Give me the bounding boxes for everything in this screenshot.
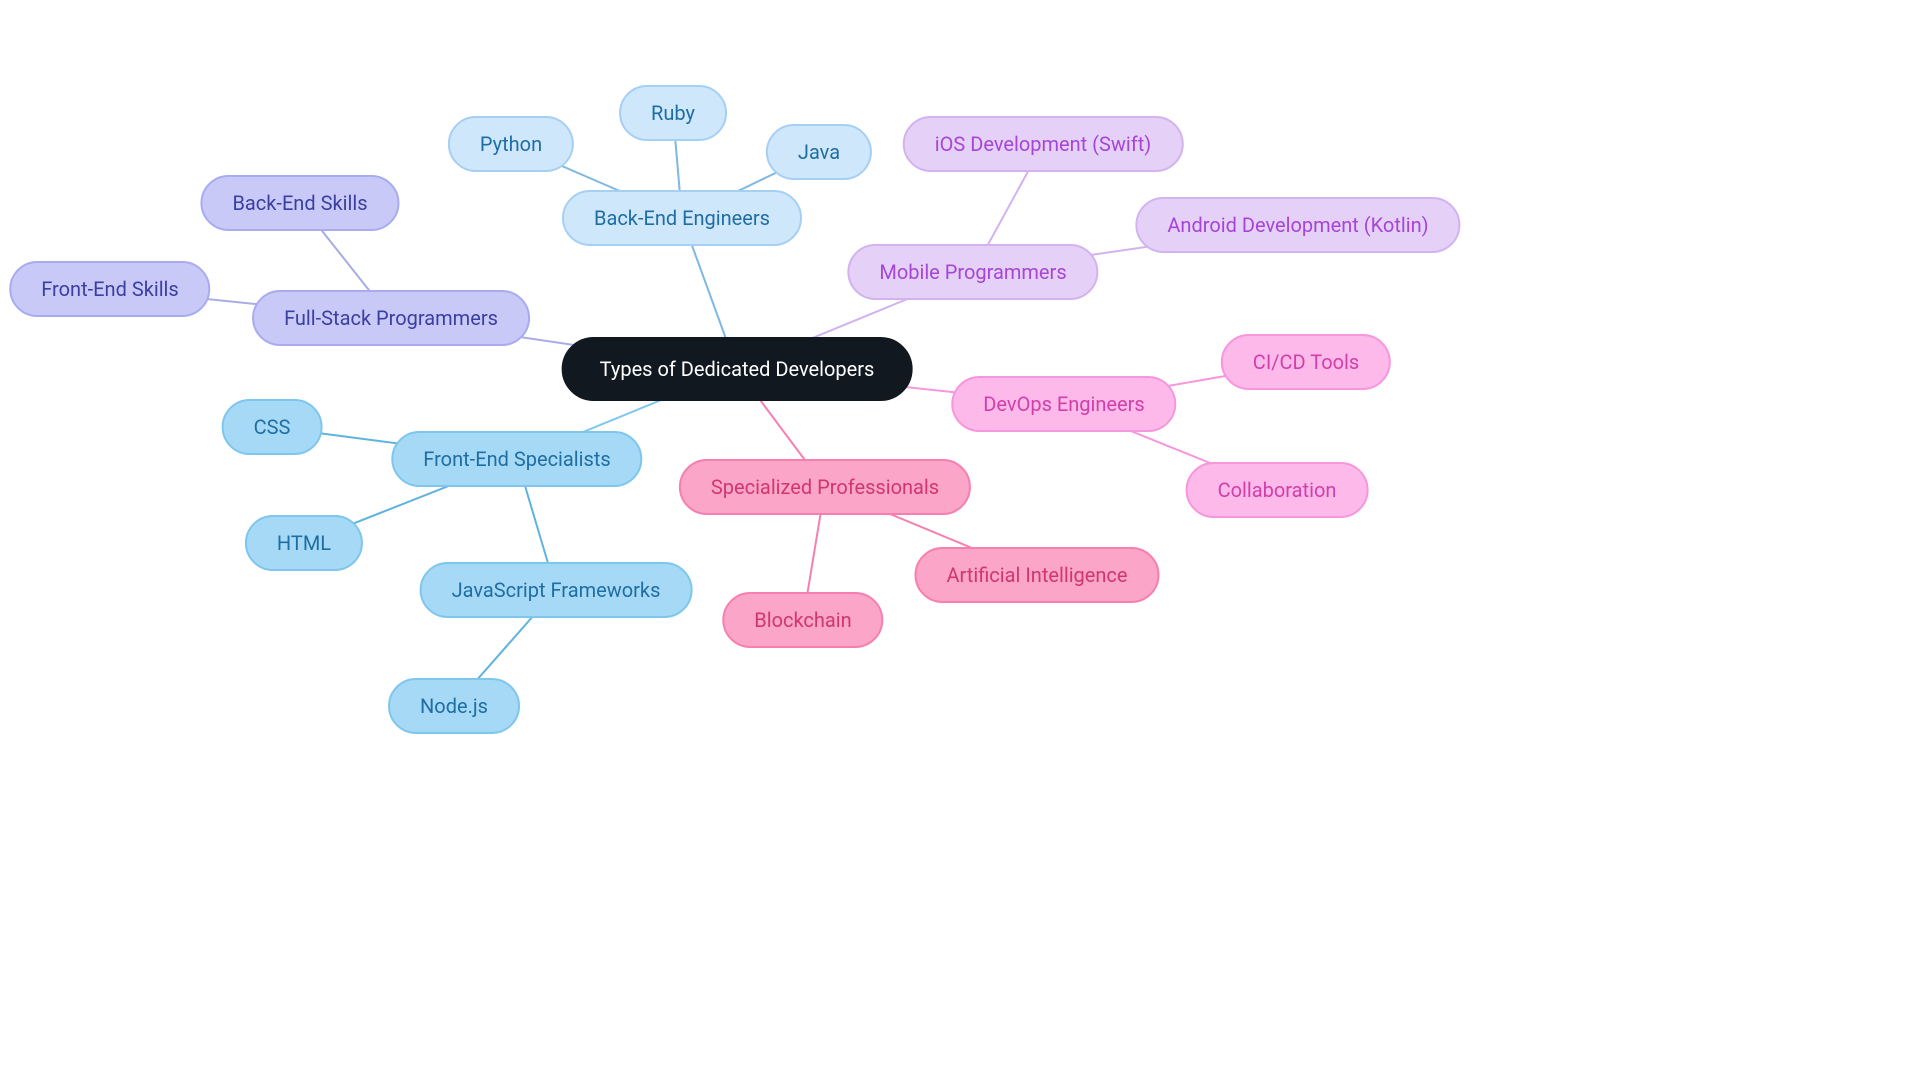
node-devops: DevOps Engineers — [951, 376, 1176, 432]
node-backend: Back-End Engineers — [562, 190, 802, 246]
node-beskills: Back-End Skills — [200, 175, 399, 231]
node-nodejs: Node.js — [388, 678, 520, 734]
node-label: Back-End Skills — [232, 191, 367, 215]
node-label: Python — [480, 132, 542, 156]
node-label: Back-End Engineers — [594, 206, 770, 230]
node-label: HTML — [277, 531, 331, 555]
node-label: Mobile Programmers — [879, 260, 1066, 284]
node-label: JavaScript Frameworks — [452, 578, 661, 602]
node-jsfw: JavaScript Frameworks — [420, 562, 693, 618]
node-collab: Collaboration — [1186, 462, 1369, 518]
node-label: iOS Development (Swift) — [935, 132, 1152, 156]
node-ios: iOS Development (Swift) — [903, 116, 1184, 172]
node-label: Ruby — [651, 101, 695, 125]
node-java: Java — [766, 124, 872, 180]
node-root: Types of Dedicated Developers — [562, 337, 913, 401]
node-label: Full-Stack Programmers — [284, 306, 498, 330]
mindmap-canvas: Types of Dedicated Developers Back-End En… — [0, 0, 1920, 1083]
node-fullstack: Full-Stack Programmers — [252, 290, 530, 346]
node-cicd: CI/CD Tools — [1221, 334, 1391, 390]
node-label: Collaboration — [1218, 478, 1337, 502]
node-label: Types of Dedicated Developers — [600, 357, 875, 381]
node-ruby: Ruby — [619, 85, 727, 141]
node-label: Android Development (Kotlin) — [1167, 213, 1428, 237]
node-label: Blockchain — [754, 608, 851, 632]
node-ai: Artificial Intelligence — [914, 547, 1159, 603]
node-css: CSS — [222, 399, 323, 455]
node-python: Python — [448, 116, 574, 172]
node-android: Android Development (Kotlin) — [1135, 197, 1460, 253]
node-label: CSS — [254, 415, 291, 439]
node-frontend: Front-End Specialists — [391, 431, 642, 487]
node-label: DevOps Engineers — [983, 392, 1144, 416]
node-mobile: Mobile Programmers — [847, 244, 1098, 300]
node-label: CI/CD Tools — [1253, 350, 1359, 374]
node-label: Front-End Skills — [41, 277, 178, 301]
node-label: Node.js — [420, 694, 488, 718]
node-label: Front-End Specialists — [423, 447, 610, 471]
node-blockchain: Blockchain — [722, 592, 883, 648]
node-label: Specialized Professionals — [711, 475, 939, 499]
node-label: Java — [798, 140, 840, 164]
node-label: Artificial Intelligence — [946, 563, 1127, 587]
node-special: Specialized Professionals — [679, 459, 971, 515]
node-html: HTML — [245, 515, 363, 571]
node-feskills: Front-End Skills — [9, 261, 210, 317]
